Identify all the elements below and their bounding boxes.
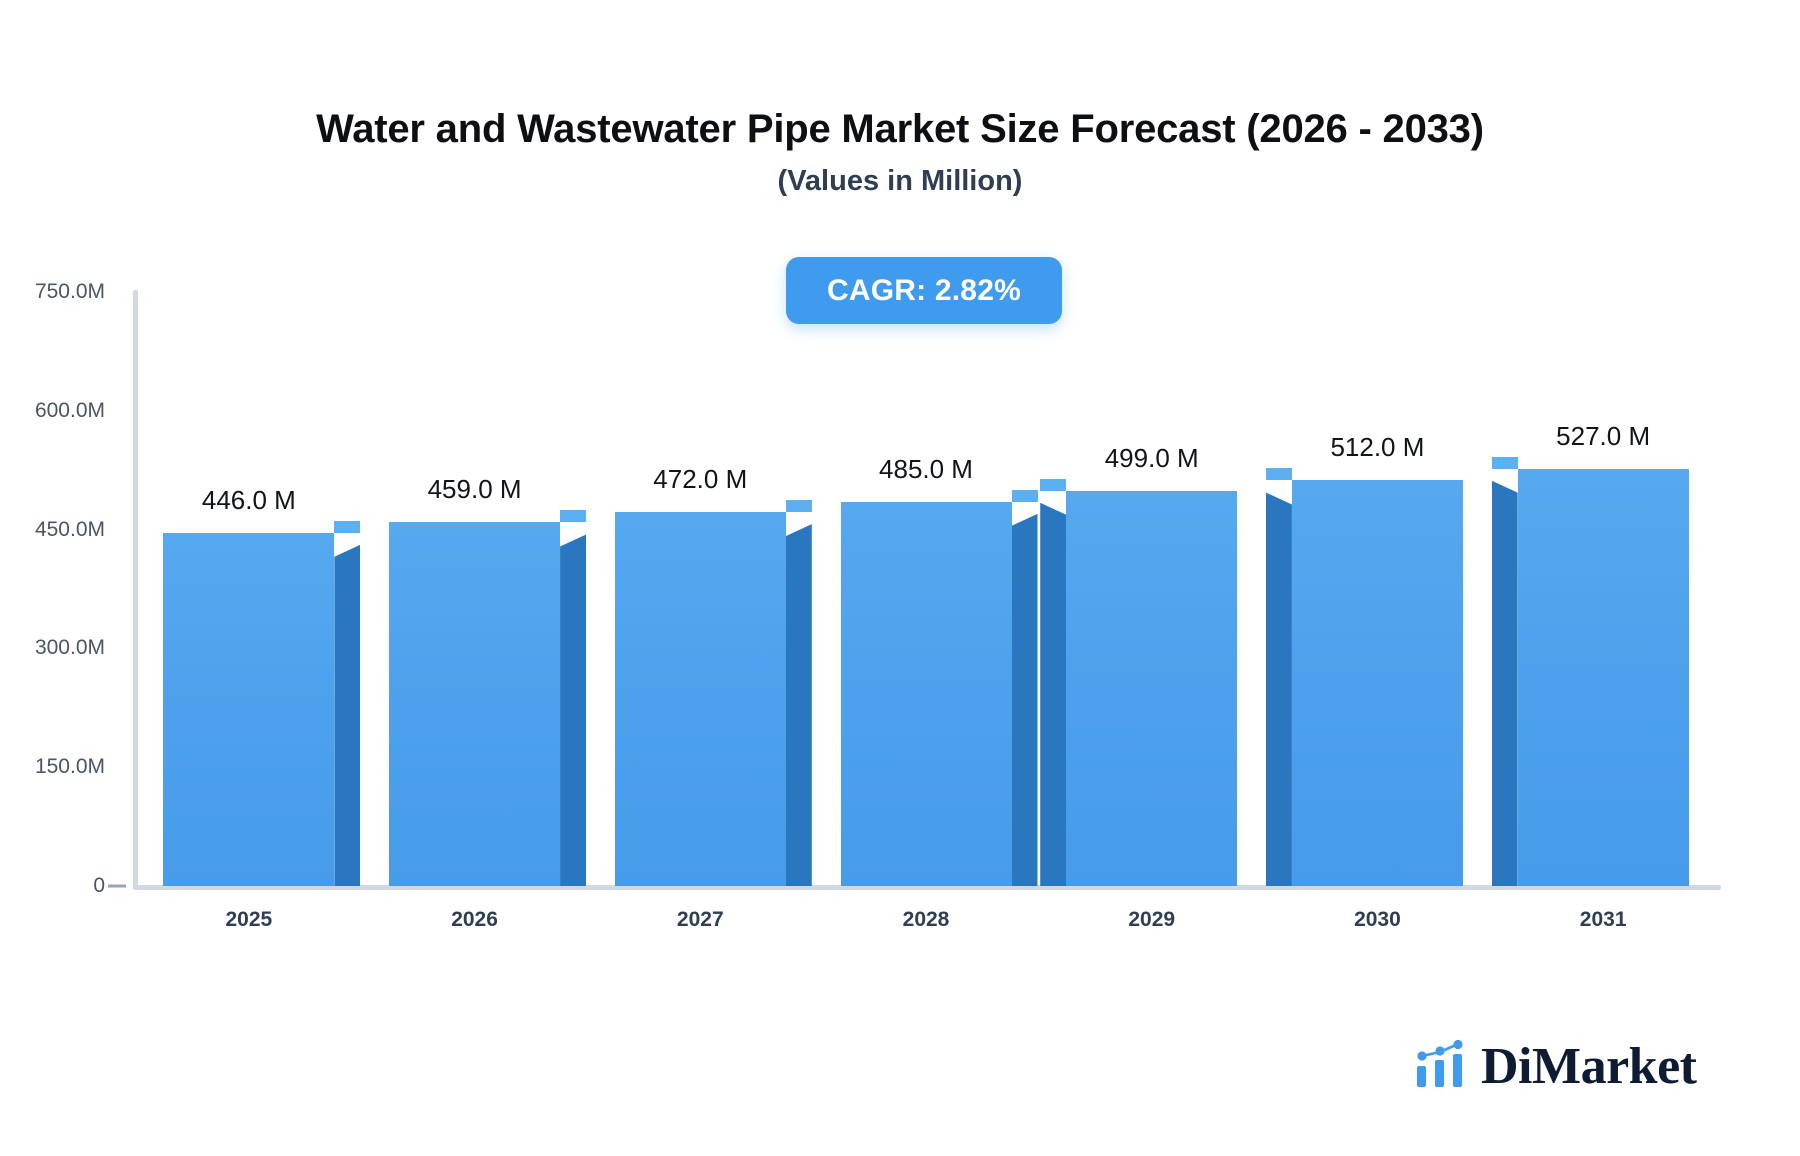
bar-top-face [1265,468,1292,481]
chart-header: Water and Wastewater Pipe Market Size Fo… [0,0,1800,198]
x-axis-tick-label: 2030 [1354,908,1401,931]
bar-side-face [560,534,587,886]
y-axis-tick-label: 0 [93,874,105,897]
bar: 527.0 M [1491,421,1689,886]
y-axis-tick-label: 450.0M [34,517,105,541]
x-axis-line [133,885,1721,890]
bar-side-face [334,544,361,886]
bar-top-face [1491,456,1518,469]
bar-value-label: 499.0 M [1104,442,1199,473]
bar: 459.0 M [389,474,587,886]
bar-front-face [840,501,1012,886]
bar: 485.0 M [840,454,1038,886]
brand-logo-text: DiMarket [1481,1037,1697,1095]
bar-side-face [1011,513,1038,886]
bar-value-label: 512.0 M [1330,432,1425,463]
bar: 446.0 M [163,485,361,886]
x-axis-tick-label: 2026 [451,908,498,931]
bar-top-face [1040,478,1067,491]
y-axis-tick-label: 300.0M [34,636,105,660]
bar-chart-icon [1415,1039,1467,1093]
x-axis-tick-label: 2025 [225,908,273,931]
page-title: Water and Wastewater Pipe Market Size Fo… [316,107,1484,151]
bar-side-face [1491,480,1518,886]
bar: 512.0 M [1265,432,1463,886]
bar-value-label: 527.0 M [1556,420,1651,451]
y-axis-line [133,290,138,888]
bar-value-label: 472.0 M [653,464,748,495]
y-axis-tick-label: 750.0M [34,280,105,303]
cagr-badge: CAGR: 2.82% [786,257,1062,324]
bar-value-label: 459.0 M [427,474,522,505]
bar-front-face [1066,490,1238,886]
chart-subtitle: (Values in Million) [777,165,1023,198]
y-axis-zero-tick-mark [108,884,126,888]
x-axis-tick-label: 2028 [902,908,950,931]
x-axis-tick-label: 2031 [1579,908,1627,931]
bar-front-face [1291,480,1463,886]
bar-value-label: 446.0 M [201,484,296,515]
bar-top-face [1011,489,1038,502]
bar-side-face [1040,502,1067,886]
y-axis-tick-label: 150.0M [34,755,105,779]
bar: 472.0 M [614,464,812,886]
bar-value-label: 485.0 M [879,453,973,484]
bar-top-face [560,510,587,523]
bar: 499.0 M [1040,443,1238,886]
bar-front-face [614,512,786,886]
cagr-badge-label: CAGR: 2.82% [827,273,1021,307]
x-axis-tick-label: 2029 [1128,908,1176,931]
bar-front-face [1517,468,1689,886]
bar-side-face [785,524,812,886]
x-axis-tick-label: 2027 [676,908,724,931]
bar-side-face [1265,492,1292,886]
bar-top-face [334,520,361,533]
bar-top-face [785,500,812,513]
bar-front-face [163,532,335,886]
bar-front-face [389,522,561,886]
y-axis-tick-label: 600.0M [34,398,105,422]
brand-logo: DiMarket [1415,1037,1697,1095]
